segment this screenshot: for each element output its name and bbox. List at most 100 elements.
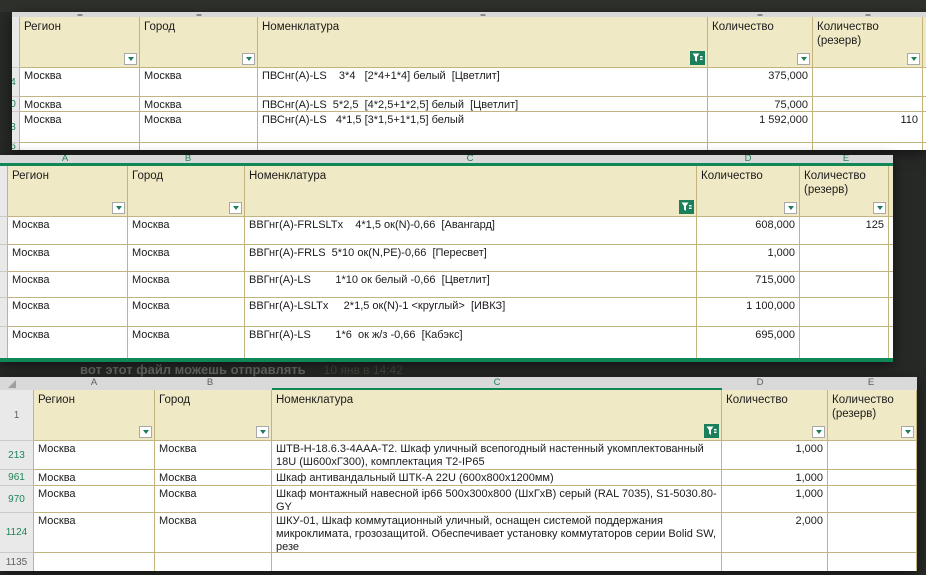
cell-region[interactable]: Москва — [34, 441, 155, 470]
cell-city[interactable]: Москва — [128, 272, 245, 298]
cell-quantity[interactable]: 1 100,000 — [697, 298, 800, 327]
cell-sliver[interactable] — [889, 298, 893, 327]
cell-nomenclature[interactable]: ПВСнг(А)-LS 3*4 [2*4+1*4] белый [Цветлит… — [258, 68, 708, 97]
cell-region[interactable]: Москва — [34, 513, 155, 553]
column-header-quantity[interactable]: Количество — [722, 390, 828, 441]
cell-quantity[interactable]: 715,000 — [697, 272, 800, 298]
cell-empty[interactable] — [258, 143, 708, 150]
cell-city[interactable]: Москва — [140, 97, 258, 112]
cell-region[interactable]: Москва — [8, 327, 128, 358]
cell-empty[interactable] — [708, 143, 813, 150]
column-header-city[interactable]: Город — [155, 390, 272, 441]
column-header-quantity[interactable]: Количество — [708, 17, 813, 68]
column-header-region[interactable]: Регион — [20, 17, 140, 68]
row-number[interactable]: 4 — [12, 68, 20, 97]
column-letter-d[interactable]: D — [756, 377, 764, 388]
column-letter-e[interactable]: E — [842, 155, 850, 164]
cell-nomenclature[interactable]: ВВГнг(А)-LS 1*6 ок ж/з -0,66 [Кабэкс] — [245, 327, 697, 358]
cell-region[interactable]: Москва — [20, 112, 140, 143]
cell-reserve[interactable] — [813, 97, 923, 112]
filter-dropdown-button[interactable] — [229, 202, 242, 214]
cell-nomenclature[interactable]: ПВСнг(А)-LS 5*2,5 [4*2,5+1*2,5] белый [Ц… — [258, 97, 708, 112]
row-number[interactable]: 6 — [12, 143, 20, 150]
cell-city[interactable] — [155, 553, 272, 571]
filter-dropdown-button[interactable] — [112, 202, 125, 214]
cell-reserve[interactable] — [828, 553, 917, 571]
row-number[interactable]: 1135 — [0, 553, 34, 571]
column-header-reserve[interactable]: Количество (резерв) — [813, 17, 923, 68]
column-header-reserve[interactable]: Количество (резерв) — [828, 390, 917, 441]
cell-reserve[interactable] — [828, 486, 917, 513]
cell-city[interactable]: Москва — [155, 486, 272, 513]
cell-region[interactable]: Москва — [8, 272, 128, 298]
filter-dropdown-button[interactable] — [242, 53, 255, 65]
column-header-region[interactable]: Регион — [8, 166, 128, 217]
cell-sliver[interactable] — [923, 112, 926, 143]
active-filter-funnel-icon[interactable] — [704, 424, 719, 438]
column-letter-b[interactable]: B — [184, 155, 192, 164]
column-letter-e[interactable]: E — [867, 377, 875, 388]
cell-reserve[interactable] — [828, 513, 917, 553]
filter-dropdown-button[interactable] — [256, 426, 269, 438]
row-number[interactable] — [0, 272, 8, 298]
row-number[interactable]: 213 — [0, 441, 34, 470]
cell-city[interactable]: Москва — [140, 68, 258, 97]
cell-reserve[interactable] — [828, 470, 917, 486]
cell-sliver[interactable] — [923, 143, 926, 150]
row-number-header[interactable]: 1 — [0, 390, 34, 441]
cell-city[interactable]: Москва — [128, 298, 245, 327]
row-number[interactable]: 970 — [0, 486, 34, 513]
cell-reserve[interactable] — [800, 272, 889, 298]
cell-nomenclature[interactable]: ВВГнг(А)-FRLS 5*10 ок(N,PE)-0,66 [Пересв… — [245, 245, 697, 272]
cell-region[interactable]: Москва — [8, 217, 128, 245]
filter-dropdown-button[interactable] — [873, 202, 886, 214]
cell-quantity[interactable]: 375,000 — [708, 68, 813, 97]
row-number[interactable]: 961 — [0, 470, 34, 486]
row-header-sliver[interactable] — [0, 166, 8, 217]
row-number[interactable] — [0, 327, 8, 358]
active-filter-funnel-icon[interactable] — [679, 200, 694, 214]
cell-reserve[interactable]: 125 — [800, 217, 889, 245]
column-letter-b[interactable]: B — [206, 377, 214, 388]
column-header-nomenclature[interactable]: Номенклатура — [258, 17, 708, 68]
column-header-nomenclature[interactable]: Номенклатура — [245, 166, 697, 217]
cell-city[interactable]: Москва — [128, 245, 245, 272]
column-letter-c[interactable]: C — [493, 377, 501, 388]
cell-city[interactable]: Москва — [155, 470, 272, 486]
cell-region[interactable]: Москва — [34, 470, 155, 486]
cell-sliver[interactable] — [923, 68, 926, 97]
cell-city[interactable]: Москва — [128, 217, 245, 245]
filter-dropdown-button[interactable] — [901, 426, 914, 438]
row-number[interactable]: 0 — [12, 97, 20, 112]
column-letter-a[interactable]: A — [90, 377, 98, 388]
cell-reserve[interactable] — [800, 327, 889, 358]
cell-empty[interactable] — [813, 143, 923, 150]
cell-sliver[interactable] — [889, 245, 893, 272]
cell-city[interactable]: Москва — [155, 513, 272, 553]
cell-reserve[interactable] — [828, 441, 917, 470]
cell-sliver[interactable] — [923, 97, 926, 112]
cell-city[interactable]: Москва — [155, 441, 272, 470]
filter-dropdown-button[interactable] — [124, 53, 137, 65]
cell-nomenclature[interactable]: ВВГнг(А)-FRLSLTx 4*1,5 ок(N)-0,66 [Аванг… — [245, 217, 697, 245]
column-letter-a[interactable]: A — [61, 155, 69, 164]
column-header-nomenclature[interactable]: Номенклатура — [272, 390, 722, 441]
cell-nomenclature[interactable]: ВВГнг(А)-LS 1*10 ок белый -0,66 [Цветлит… — [245, 272, 697, 298]
cell-region[interactable]: Москва — [20, 68, 140, 97]
cell-region[interactable]: Москва — [34, 486, 155, 513]
column-header-reserve[interactable]: Количество (резерв) — [800, 166, 889, 217]
cell-nomenclature[interactable] — [272, 553, 722, 571]
row-number[interactable]: 3 — [12, 112, 20, 143]
cell-nomenclature[interactable]: Шкаф антивандальный ШТК-А 22U (600х800х1… — [272, 470, 722, 486]
cell-reserve[interactable]: 110 — [813, 112, 923, 143]
cell-quantity[interactable]: 695,000 — [697, 327, 800, 358]
filter-dropdown-button[interactable] — [139, 426, 152, 438]
active-filter-funnel-icon[interactable] — [690, 51, 705, 65]
cell-nomenclature[interactable]: ШТВ-Н-18.6.3-4ААА-Т2. Шкаф уличный всепо… — [272, 441, 722, 470]
cell-region[interactable] — [34, 553, 155, 571]
select-all-corner[interactable] — [8, 380, 16, 388]
cell-quantity[interactable]: 1 592,000 — [708, 112, 813, 143]
filter-dropdown-button[interactable] — [784, 202, 797, 214]
cell-quantity[interactable]: 608,000 — [697, 217, 800, 245]
row-number[interactable] — [0, 217, 8, 245]
